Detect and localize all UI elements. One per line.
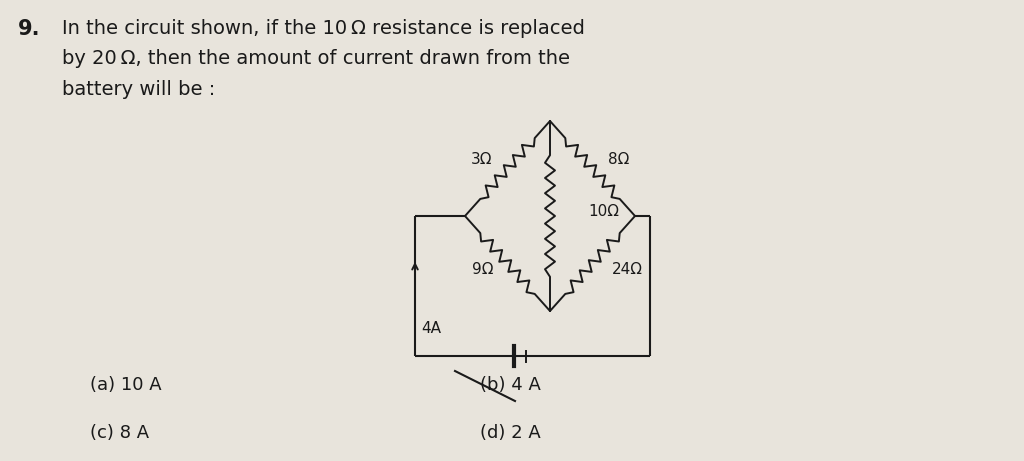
Text: (c) 8 A: (c) 8 A [90, 424, 150, 442]
Text: 10Ω: 10Ω [588, 203, 618, 219]
Text: 9.: 9. [18, 19, 41, 39]
Text: 4A: 4A [421, 320, 441, 336]
Text: In the circuit shown, if the 10 Ω resistance is replaced
by 20 Ω, then the amoun: In the circuit shown, if the 10 Ω resist… [62, 19, 585, 99]
Text: 24Ω: 24Ω [612, 262, 643, 277]
Text: (a) 10 A: (a) 10 A [90, 376, 162, 394]
Text: (d) 2 A: (d) 2 A [480, 424, 541, 442]
Text: 8Ω: 8Ω [608, 152, 629, 167]
Text: 9Ω: 9Ω [472, 262, 494, 277]
Text: (b) 4 A: (b) 4 A [480, 376, 541, 394]
Text: 3Ω: 3Ω [471, 152, 493, 167]
